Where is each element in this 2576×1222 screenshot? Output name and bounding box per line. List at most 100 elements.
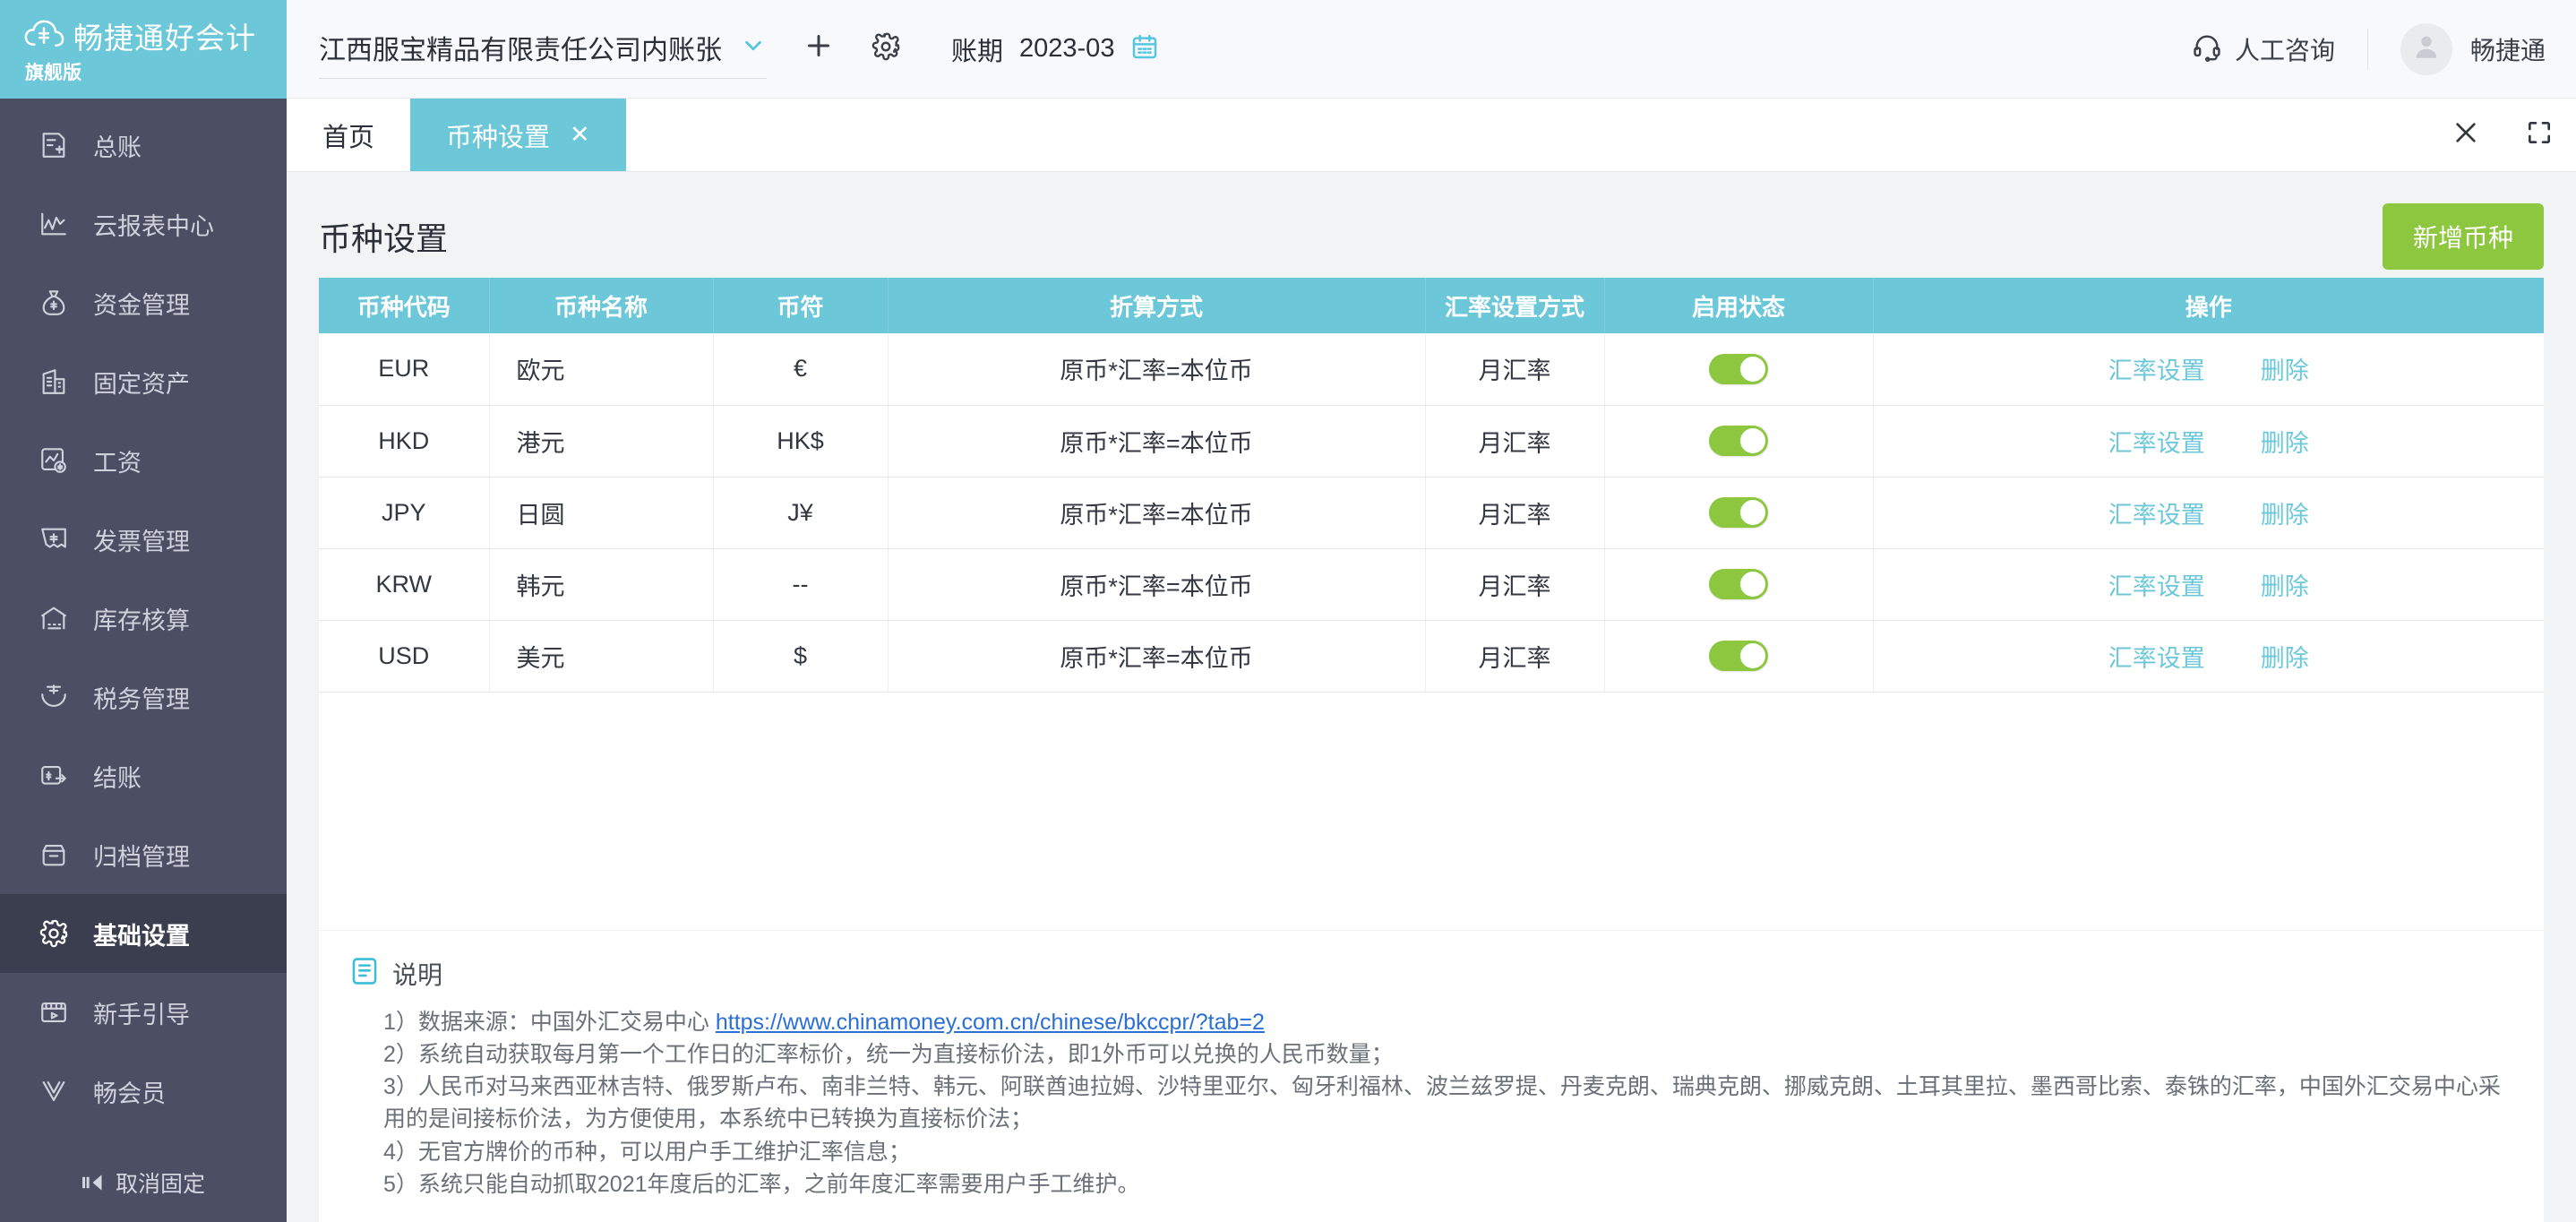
table-row: USD 美元 $ 原币*汇率=本位币 月汇率 汇率设置 删除 (319, 620, 2544, 693)
delete-link[interactable]: 删除 (2260, 429, 2309, 457)
company-name: 江西服宝精品有限责任公司内账张 (319, 36, 722, 65)
rate-settings-link[interactable]: 汇率设置 (2108, 572, 2205, 600)
chinamoney-link[interactable]: https://www.chinamoney.com.cn/chinese/bk… (715, 1009, 1265, 1035)
warehouse-icon (38, 602, 70, 634)
period-selector[interactable]: 账期 2023-03 (951, 30, 1159, 68)
cell-operations: 汇率设置 删除 (1873, 333, 2545, 406)
sidebar-item-label: 资金管理 (93, 291, 190, 319)
sidebar-item-payroll[interactable]: 工资 (0, 421, 287, 500)
sidebar-item-vip-member[interactable]: 畅会员 (0, 1052, 287, 1131)
cell-name: 韩元 (489, 548, 714, 621)
page-title: 币种设置 (319, 220, 449, 257)
window-close-button[interactable] (2429, 99, 2503, 171)
sidebar-item-settlement[interactable]: 结账 (0, 736, 287, 815)
delete-link[interactable]: 删除 (2260, 501, 2309, 529)
settle-icon (38, 760, 70, 792)
sidebar-item-label: 总账 (93, 133, 142, 161)
sidebar-item-label: 基础设置 (93, 922, 190, 950)
delete-link[interactable]: 删除 (2260, 357, 2309, 385)
brand-logo[interactable]: 畅捷通好会计 旗舰版 (0, 0, 287, 99)
tab-home[interactable]: 首页 (287, 99, 410, 171)
cell-operations: 汇率设置 删除 (1873, 405, 2544, 478)
fullscreen-button[interactable] (2503, 99, 2576, 171)
calendar-icon[interactable] (1130, 32, 1159, 65)
sidebar-item-label: 固定资产 (93, 370, 190, 398)
add-currency-button[interactable]: 新增币种 (2382, 203, 2544, 270)
archive-icon (38, 839, 70, 871)
enable-toggle[interactable] (1709, 426, 1768, 456)
column-header-name: 币种名称 (489, 278, 714, 333)
enable-toggle[interactable] (1709, 353, 1768, 384)
enable-toggle[interactable] (1709, 641, 1768, 671)
collapse-pin-icon (82, 1174, 108, 1192)
cell-name: 日圆 (489, 477, 714, 549)
user-menu[interactable]: 畅捷通 (2400, 22, 2555, 75)
delete-link[interactable]: 删除 (2260, 572, 2309, 600)
enable-toggle[interactable] (1709, 569, 1768, 599)
rate-settings-link[interactable]: 汇率设置 (2108, 644, 2205, 672)
tab-close-icon[interactable]: ✕ (570, 121, 590, 148)
cell-conversion: 原币*汇率=本位币 (888, 333, 1426, 406)
rate-settings-link[interactable]: 汇率设置 (2108, 429, 2205, 457)
operations-group: 汇率设置 删除 (1874, 351, 2545, 386)
cell-conversion: 原币*汇率=本位币 (888, 548, 1426, 621)
table-row: KRW 韩元 -- 原币*汇率=本位币 月汇率 汇率设置 删除 (319, 548, 2545, 621)
rate-settings-link[interactable]: 汇率设置 (2108, 357, 2205, 385)
cell-operations: 汇率设置 删除 (1873, 477, 2544, 549)
user-avatar-icon (2411, 31, 2442, 66)
support-button[interactable]: 人工咨询 (2192, 31, 2335, 67)
plus-icon (803, 30, 835, 69)
delete-link[interactable]: 删除 (2260, 644, 2309, 672)
add-account-set-button[interactable] (803, 30, 835, 69)
sidebar-item-fixed-assets[interactable]: 固定资产 (0, 342, 287, 421)
support-label: 人工咨询 (2234, 36, 2335, 65)
cell-symbol: € (713, 333, 889, 406)
tab-currency-settings[interactable]: 币种设置 ✕ (410, 99, 626, 171)
cell-code: USD (319, 620, 490, 693)
sidebar-item-tax[interactable]: 税务管理 (0, 658, 287, 736)
guide-video-icon (38, 996, 70, 1028)
rate-settings-link[interactable]: 汇率设置 (2108, 501, 2205, 529)
period-value: 2023-03 (1019, 34, 1115, 63)
settings-button[interactable] (871, 31, 901, 66)
cell-symbol: $ (713, 620, 889, 693)
cell-operations: 汇率设置 删除 (1873, 548, 2545, 621)
close-icon (2451, 118, 2480, 151)
company-selector[interactable]: 江西服宝精品有限责任公司内账张 (319, 28, 767, 79)
sidebar-item-funds[interactable]: 资金管理 (0, 263, 287, 342)
vip-icon (38, 1075, 70, 1107)
tab-bar: 首页 币种设置 ✕ (287, 99, 2576, 172)
chevron-down-icon (740, 32, 767, 63)
sidebar-item-beginner-guide[interactable]: 新手引导 (0, 973, 287, 1052)
brand-edition: 旗舰版 (25, 62, 82, 83)
column-header-conversion: 折算方式 (888, 278, 1426, 333)
sidebar-item-inventory[interactable]: 库存核算 (0, 579, 287, 658)
tax-icon (38, 681, 70, 713)
sidebar-item-basic-settings[interactable]: 基础设置 (0, 894, 287, 973)
table-row: EUR 欧元 € 原币*汇率=本位币 月汇率 汇率设置 删除 (319, 333, 2545, 406)
sidebar-item-invoice[interactable]: 发票管理 (0, 500, 287, 579)
sidebar-pin-toggle[interactable]: 取消固定 (0, 1149, 287, 1217)
notes-title: 说明 (392, 960, 443, 989)
chart-report-icon (38, 208, 70, 240)
sidebar-item-label: 税务管理 (93, 685, 190, 713)
table-body: EUR 欧元 € 原币*汇率=本位币 月汇率 汇率设置 删除 (319, 333, 2545, 693)
note-1-text: 1）数据来源：中国外汇交易中心 (383, 1009, 716, 1035)
operations-group: 汇率设置 删除 (1874, 567, 2545, 602)
period-label: 账期 (951, 37, 1004, 66)
cell-rate-mode: 月汇率 (1425, 333, 1605, 406)
enable-toggle[interactable] (1709, 497, 1768, 528)
fullscreen-icon (2525, 118, 2554, 151)
sidebar-nav: 总账 云报表中心 资金管理 (0, 99, 287, 1149)
note-line-1: 1）数据来源：中国外汇交易中心 https://www.chinamoney.c… (349, 1006, 2508, 1038)
sidebar-item-cloud-reports[interactable]: 云报表中心 (0, 185, 287, 263)
currency-table: 币种代码 币种名称 币符 折算方式 汇率设置方式 启用状态 操作 EUR 欧元 … (319, 278, 2544, 693)
cell-enabled (1604, 620, 1874, 693)
notes-section: 说明 1）数据来源：中国外汇交易中心 https://www.chinamone… (319, 929, 2544, 1222)
cell-name: 欧元 (489, 333, 714, 406)
sidebar-item-archive[interactable]: 归档管理 (0, 815, 287, 894)
sidebar-item-general-ledger[interactable]: 总账 (0, 106, 287, 185)
ledger-icon (38, 129, 70, 161)
cell-rate-mode: 月汇率 (1425, 405, 1605, 478)
